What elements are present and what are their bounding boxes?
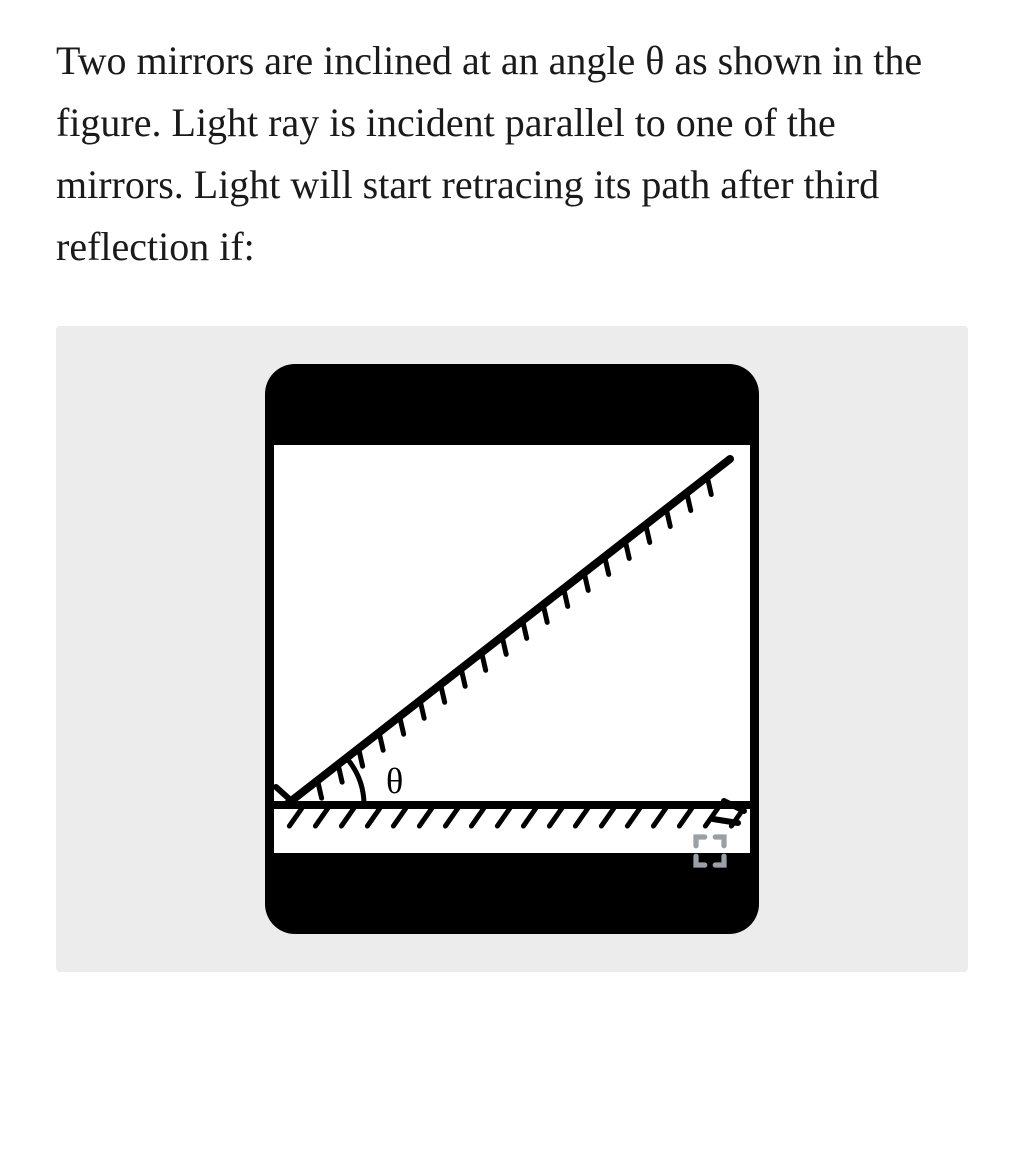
question-text: Two mirrors are inclined at an angle θ a… xyxy=(56,30,968,278)
figure-frame: θ xyxy=(265,364,759,934)
svg-text:θ: θ xyxy=(386,761,403,801)
mirror-diagram: θ xyxy=(274,445,750,853)
expand-icon[interactable] xyxy=(689,830,731,872)
figure-container: θ xyxy=(56,326,968,972)
